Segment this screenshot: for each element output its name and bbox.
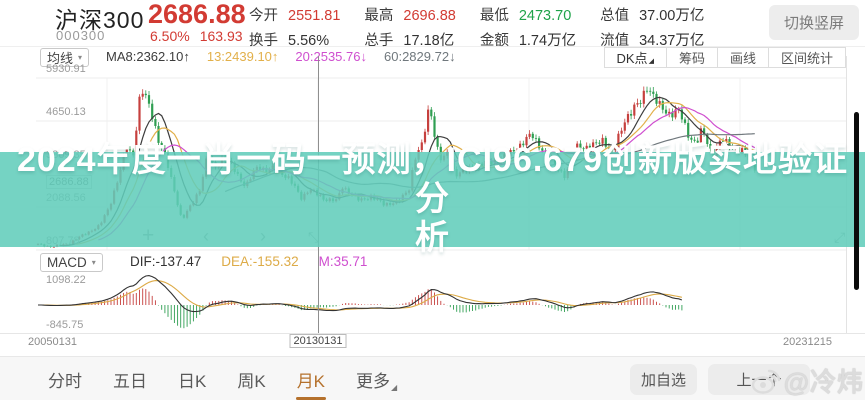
y-label-2: 4650.13 <box>46 106 86 118</box>
stat-open: 今开 2551.81 <box>249 8 341 24</box>
index-name: 沪深300 <box>55 7 145 33</box>
ma-selector-dropdown[interactable]: 均线 ▾ <box>40 48 90 67</box>
tab-more[interactable]: 更多◢ <box>356 371 398 392</box>
corner-triangle-icon: ◢ <box>391 382 398 392</box>
tab-5day[interactable]: 五日 <box>113 371 147 391</box>
scrollbar-thumb[interactable] <box>854 112 859 290</box>
quote-stats: 今开 2551.81 换手 5.56% 最高 2696.88 总手 17.18亿… <box>249 4 704 50</box>
stat-high: 最高 2696.88 <box>364 8 456 24</box>
dif-value: DIF:-137.47 <box>130 254 202 269</box>
ma-toolbar: 均线 ▾ MA8:2362.10↑ 13:2439.10↑ 20:2535.76… <box>0 47 865 68</box>
rotate-portrait-button[interactable]: 切换竖屏 <box>769 5 859 40</box>
stat-turnover-rate: 换手 5.56% <box>249 33 330 49</box>
tool-range-stats[interactable]: 区间统计 <box>767 48 845 67</box>
watermark-handle: @冷炜 <box>783 367 864 397</box>
watermark: @冷炜 <box>750 362 864 399</box>
y-label-1: 5930.91 <box>46 63 86 75</box>
corner-triangle-icon: ◢ <box>648 58 654 65</box>
stat-volume: 总手 17.18亿 <box>364 33 455 49</box>
add-watchlist-button[interactable]: 加自选 <box>630 364 697 395</box>
change-amount: 163.93 <box>199 28 243 44</box>
tool-dk-points[interactable]: DK点 ◢ <box>616 51 654 66</box>
banner-line-1: 2024年度一肖一码一预测，ICI96.679创新版实地验证分 <box>16 141 849 218</box>
ma-values: MA8:2362.10↑ 13:2439.10↑ 20:2535.76↓ 60:… <box>106 49 456 64</box>
stat-amount: 金额 1.74万亿 <box>479 33 577 49</box>
stat-float-cap: 流值 34.37万亿 <box>600 33 705 49</box>
tool-chips[interactable]: 筹码 <box>665 48 717 67</box>
period-tab-bar: 分时 五日 日K 周K 月K 更多◢ 加自选 上一个 @冷炜 <box>0 356 865 400</box>
chevron-down-icon: ▾ <box>78 53 83 62</box>
chart-tools: DK点 ◢ 筹码 画线 区间统计 <box>603 47 846 68</box>
macd-y-bottom: -845.75 <box>46 319 84 331</box>
tab-monthly-k[interactable]: 月K <box>295 362 327 400</box>
weibo-logo-icon <box>751 369 780 394</box>
tab-daily-k[interactable]: 日K <box>178 371 207 391</box>
macd-values: DIF:-137.47 DEA:-155.32 M:35.71 <box>130 254 367 269</box>
ma20-value: 20:2535.76↓ <box>295 49 367 64</box>
ma60-value: 60:2829.72↓ <box>384 49 456 64</box>
x-axis-line <box>0 333 865 334</box>
ma13-value: 13:2439.10↑ <box>206 49 279 64</box>
macd-chart[interactable] <box>36 272 846 333</box>
stat-market-cap: 总值 37.00万亿 <box>600 8 705 24</box>
change-percent: 6.50% <box>150 28 190 44</box>
indicator-selector-dropdown[interactable]: MACD ▾ <box>40 253 103 272</box>
promo-banner-overlay: 2024年度一肖一码一预测，ICI96.679创新版实地验证分 析 <box>0 141 865 257</box>
x-label-start: 20050131 <box>28 336 77 348</box>
stat-low: 最低 2473.70 <box>479 8 572 24</box>
macd-toolbar: MACD ▾ DIF:-137.47 DEA:-155.32 M:35.71 <box>0 252 865 272</box>
macd-y-top: 1098.22 <box>46 274 86 286</box>
quote-header: 沪深300 000300 2686.88 6.50% 163.93 今开 255… <box>0 0 865 50</box>
last-price: 2686.88 <box>148 0 246 29</box>
banner-line-2: 析 <box>415 219 450 257</box>
x-label-crosshair-date: 20130131 <box>289 334 347 348</box>
tool-draw-line[interactable]: 画线 <box>716 48 768 67</box>
ma8-value: MA8:2362.10↑ <box>106 49 190 64</box>
period-tabs: 分时 五日 日K 周K 月K 更多◢ <box>46 357 399 400</box>
tab-timeline[interactable]: 分时 <box>48 371 82 391</box>
price-change: 6.50% 163.93 <box>150 28 243 44</box>
tab-weekly-k[interactable]: 周K <box>237 371 266 391</box>
dea-value: DEA:-155.32 <box>221 254 299 269</box>
chevron-down-icon: ▾ <box>91 258 96 267</box>
x-label-end: 20231215 <box>783 336 832 348</box>
m-value: M:35.71 <box>318 254 368 269</box>
index-code: 000300 <box>56 28 106 43</box>
